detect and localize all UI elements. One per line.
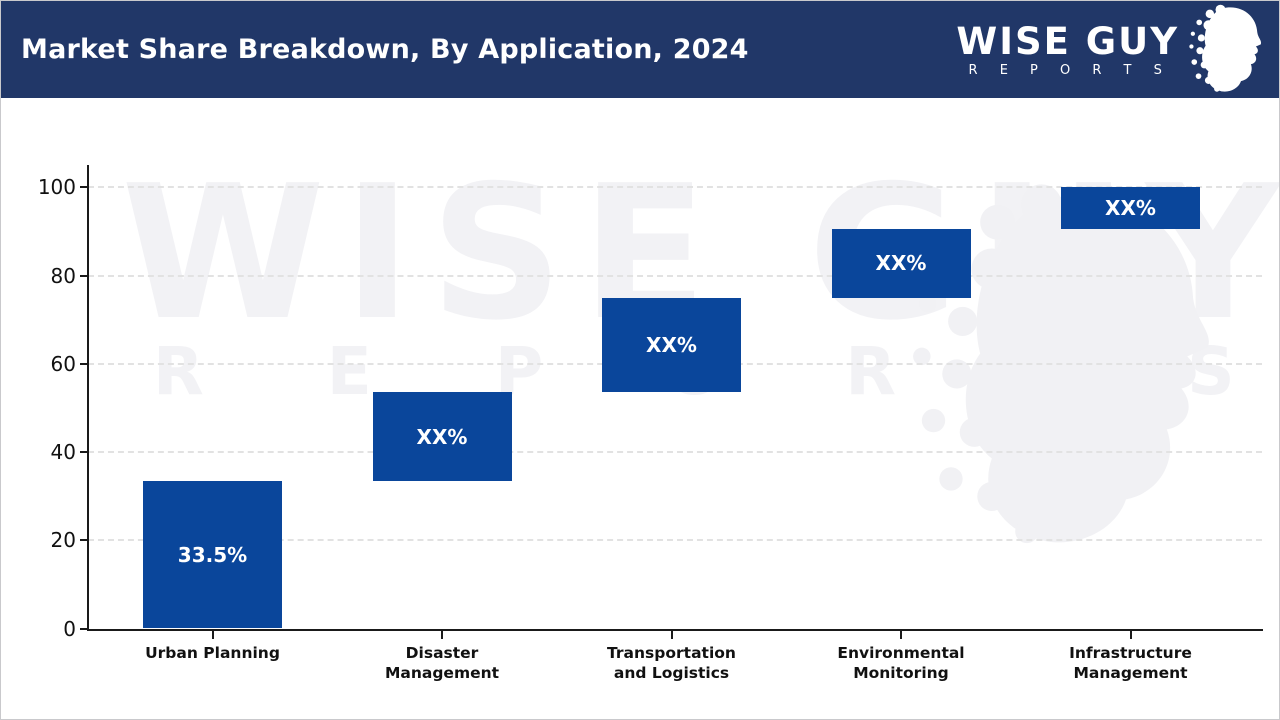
y-tick-40: [80, 451, 88, 453]
category-label-transportation-and-logistics: Transportation and Logistics: [607, 643, 736, 683]
y-tick-label-40: 40: [50, 440, 76, 464]
x-tick-infrastructure-management: [1129, 630, 1132, 639]
bar-infrastructure-management: XX%: [1061, 187, 1200, 230]
gridline-100: [88, 186, 1262, 189]
x-tick-transportation-and-logistics: [670, 630, 673, 639]
logo-text: WISE GUY R E P O R T S: [956, 23, 1179, 77]
x-axis-spine: [87, 628, 1263, 631]
wise-guy-reports-logo: WISE GUY R E P O R T S: [956, 4, 1267, 96]
logo-subtitle: R E P O R T S: [968, 62, 1171, 78]
gridline-20: [88, 539, 1262, 542]
category-label-disaster-management: Disaster Management: [384, 643, 500, 683]
header-band: Market Share Breakdown, By Application, …: [1, 1, 1279, 98]
bar-urban-planning: 33.5%: [143, 480, 282, 629]
y-tick-80: [80, 274, 88, 277]
bar-value-label: XX%: [646, 332, 697, 357]
y-tick-0: [80, 627, 88, 630]
head-dots-icon: [1189, 4, 1262, 92]
y-tick-20: [80, 539, 88, 542]
x-tick-urban-planning: [211, 630, 214, 639]
bar-value-label: XX%: [875, 251, 927, 276]
logo-wordmark: WISE GUY: [956, 19, 1179, 63]
bar-disaster-management: XX%: [372, 392, 512, 481]
y-axis-spine: [87, 165, 89, 631]
y-tick-100: [80, 186, 88, 189]
y-tick-label-0: 0: [63, 616, 76, 641]
x-tick-disaster-management: [441, 630, 443, 639]
category-label-environmental-monitoring: Environmental Monitoring: [837, 643, 965, 683]
gridline-40: [88, 451, 1262, 453]
gridline-80: [88, 274, 1262, 277]
bar-value-label: XX%: [1105, 196, 1156, 221]
bar-value-label: 33.5%: [177, 542, 248, 567]
y-tick-label-80: 80: [50, 263, 76, 288]
y-tick-label-20: 20: [50, 528, 76, 553]
bar-environmental-monitoring: XX%: [831, 229, 971, 298]
x-tick-environmental-monitoring: [900, 630, 902, 639]
y-tick-60: [80, 362, 88, 365]
y-tick-label-100: 100: [37, 175, 76, 200]
chart-title: Market Share Breakdown, By Application, …: [21, 34, 749, 65]
category-label-infrastructure-management: Infrastructure Management: [1069, 643, 1192, 683]
bar-value-label: XX%: [416, 424, 468, 449]
bar-transportation-and-logistics: XX%: [602, 297, 741, 393]
y-tick-label-60: 60: [50, 351, 76, 376]
waterfall-chart: 0 20 40 60 80 100 33.5% Urban Planning XX% Disast…: [1, 98, 1279, 719]
category-label-urban-planning: Urban Planning: [145, 643, 280, 662]
